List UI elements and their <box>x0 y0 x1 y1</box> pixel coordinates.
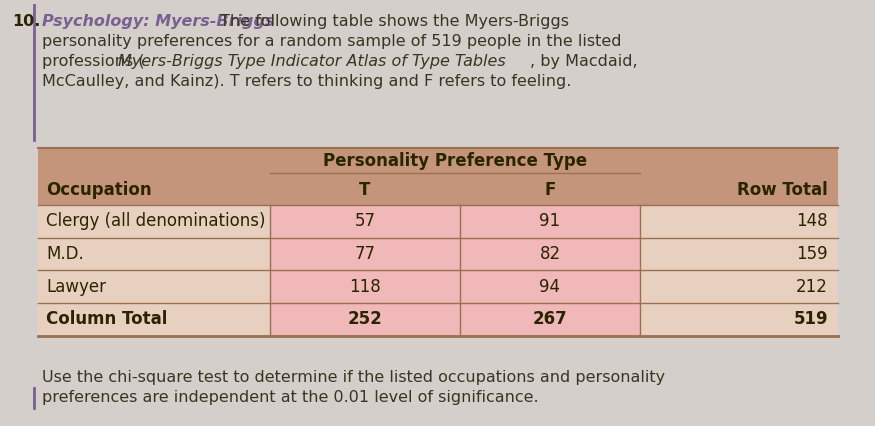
Text: 118: 118 <box>349 277 381 296</box>
Bar <box>38 148 838 336</box>
Text: Clergy (all denominations): Clergy (all denominations) <box>46 213 265 230</box>
Text: Personality Preference Type: Personality Preference Type <box>323 153 587 170</box>
Text: professions (: professions ( <box>42 54 144 69</box>
Bar <box>38 175 838 205</box>
Text: McCaulley, and Kainz). T refers to thinking and F refers to feeling.: McCaulley, and Kainz). T refers to think… <box>42 74 571 89</box>
Text: The following table shows the Myers-Briggs: The following table shows the Myers-Brig… <box>220 14 569 29</box>
Text: 57: 57 <box>354 213 375 230</box>
Bar <box>270 238 640 270</box>
Text: 82: 82 <box>539 245 561 263</box>
Text: 148: 148 <box>796 213 828 230</box>
Text: M.D.: M.D. <box>46 245 84 263</box>
Text: Lawyer: Lawyer <box>46 277 106 296</box>
Text: preferences are independent at the 0.01 level of significance.: preferences are independent at the 0.01 … <box>42 390 539 405</box>
Text: Use the chi-square test to determine if the listed occupations and personality: Use the chi-square test to determine if … <box>42 370 665 385</box>
Text: 10.: 10. <box>12 14 40 29</box>
Text: 77: 77 <box>354 245 375 263</box>
Bar <box>270 205 640 238</box>
Text: Occupation: Occupation <box>46 181 151 199</box>
Bar <box>270 303 640 336</box>
Text: Row Total: Row Total <box>738 181 828 199</box>
Text: , by Macdaid,: , by Macdaid, <box>530 54 638 69</box>
Text: 91: 91 <box>539 213 561 230</box>
Bar <box>38 148 838 175</box>
Text: personality preferences for a random sample of 519 people in the listed: personality preferences for a random sam… <box>42 34 621 49</box>
Bar <box>270 270 640 303</box>
Text: 212: 212 <box>796 277 828 296</box>
Text: T: T <box>360 181 371 199</box>
Text: F: F <box>544 181 556 199</box>
Text: Psychology: Myers-Briggs: Psychology: Myers-Briggs <box>42 14 275 29</box>
Text: Column Total: Column Total <box>46 311 167 328</box>
Text: 252: 252 <box>347 311 382 328</box>
Text: Myers-Briggs Type Indicator Atlas of Type Tables: Myers-Briggs Type Indicator Atlas of Typ… <box>118 54 506 69</box>
Text: 519: 519 <box>794 311 828 328</box>
Text: 159: 159 <box>796 245 828 263</box>
Text: 267: 267 <box>533 311 567 328</box>
Text: 94: 94 <box>540 277 561 296</box>
